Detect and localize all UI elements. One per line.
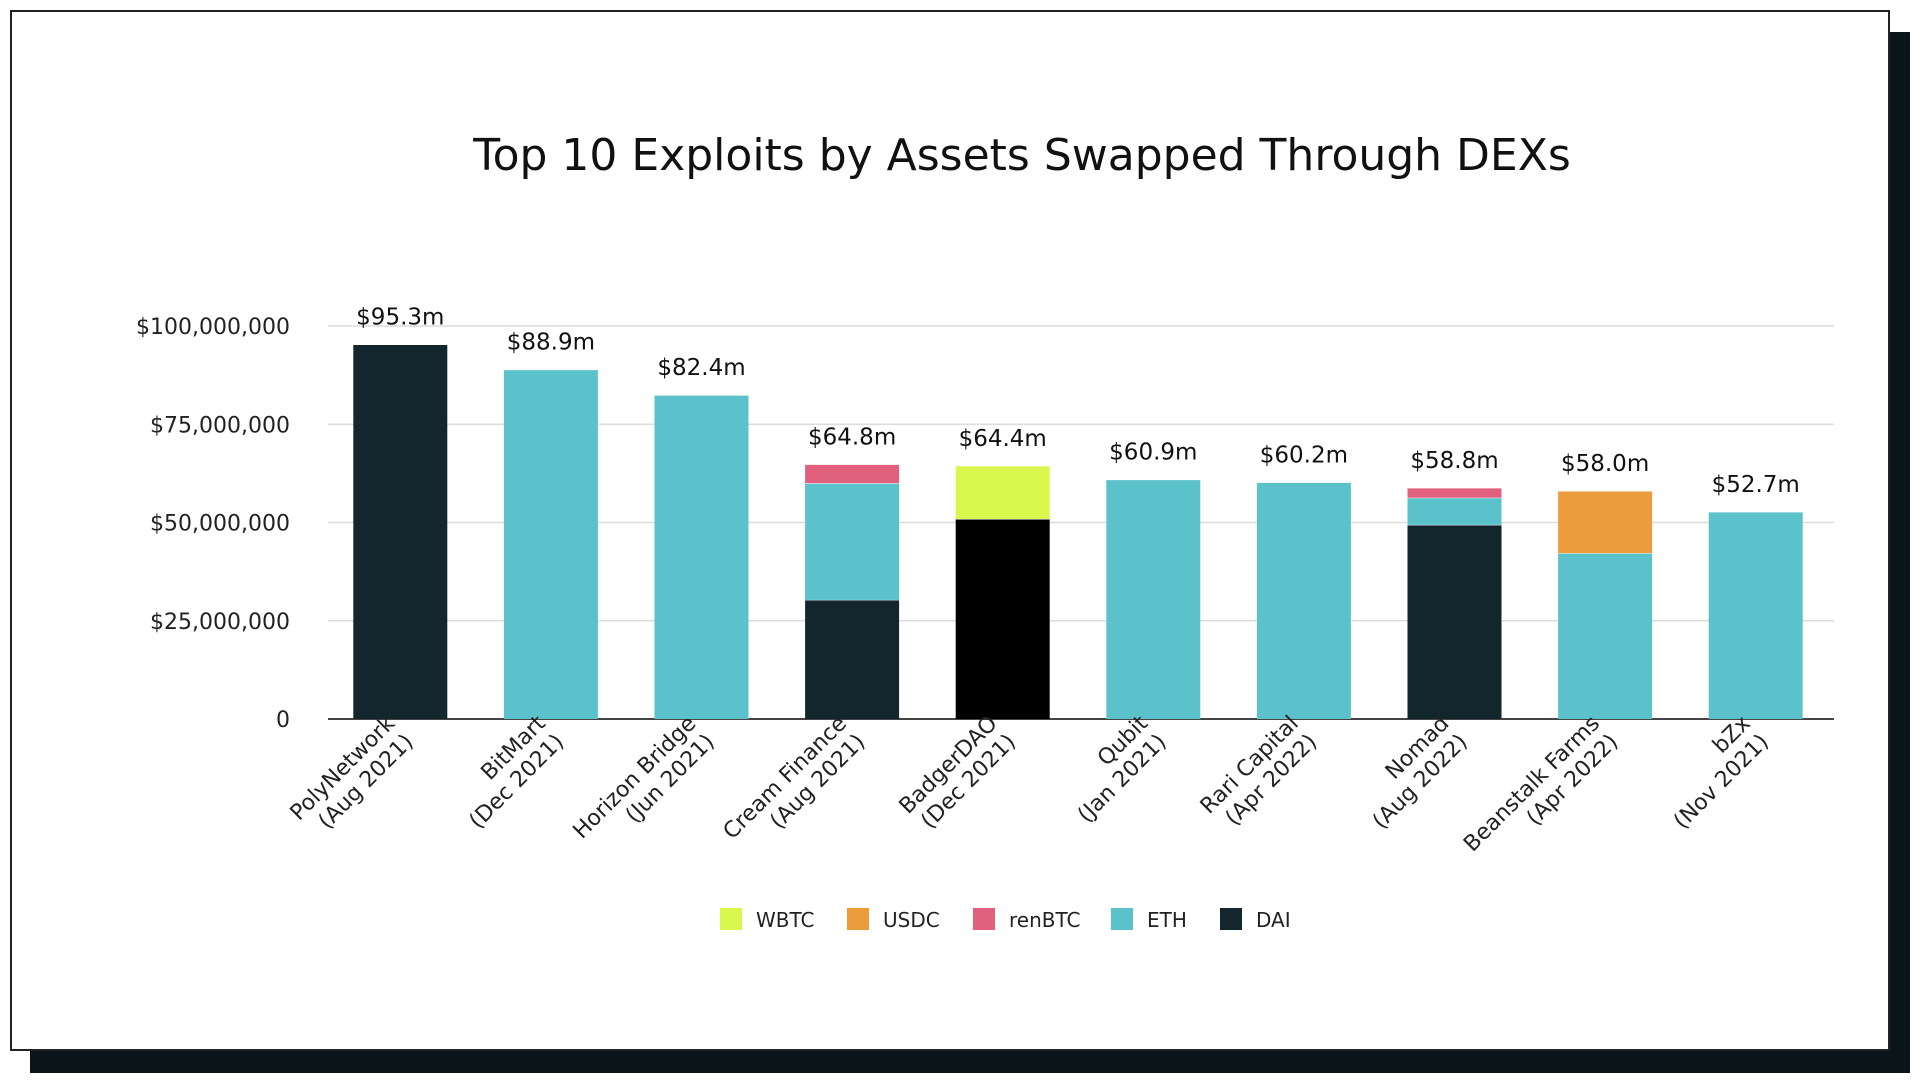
legend-swatch: [1111, 908, 1133, 930]
y-tick-label: $50,000,000: [150, 512, 290, 537]
x-tick-label: PolyNetwork(Aug 2021): [286, 711, 419, 834]
bar-segment-eth: [1708, 511, 1803, 719]
x-tick-label: Beanstalk Farms(Apr 2022): [1459, 711, 1623, 857]
legend-swatch: [720, 908, 742, 930]
legend-label: renBTC: [1009, 908, 1081, 932]
legend-label: WBTC: [756, 908, 815, 932]
legend-item-wbtc: WBTC: [720, 908, 815, 932]
legend-swatch: [1220, 908, 1242, 930]
chart-title: Top 10 Exploits by Assets Swapped Throug…: [472, 130, 1571, 181]
legend-swatch: [847, 908, 869, 930]
legend-item-renbtc: renBTC: [973, 908, 1081, 932]
bar-segment-eth: [654, 395, 749, 719]
legend-label: ETH: [1147, 908, 1187, 932]
bar-segment-eth: [1106, 479, 1201, 719]
total-data-label: $60.9m: [1109, 440, 1197, 466]
total-data-label: $64.4m: [959, 426, 1047, 452]
legend-swatch: [973, 908, 995, 930]
x-tick-label: BitMart(Dec 2021): [465, 711, 569, 834]
legend-label: DAI: [1256, 908, 1291, 932]
bar-segment-usdc: [1558, 491, 1653, 554]
x-tick-label: Horizon Bridge(Jun 2021): [569, 711, 720, 844]
x-tick-label: Nomad(Aug 2022): [1368, 711, 1473, 834]
bar-segment-eth: [1558, 553, 1653, 719]
y-tick-label: $75,000,000: [150, 413, 290, 438]
bar-segment-eth: [805, 483, 900, 600]
total-data-label: $64.8m: [808, 424, 896, 450]
total-data-label: $82.4m: [657, 355, 745, 381]
legend-item-dai: DAI: [1220, 908, 1291, 932]
legend-item-usdc: USDC: [847, 908, 940, 932]
bar-segment-renbtc: [1407, 487, 1502, 498]
total-data-label: $60.2m: [1260, 442, 1348, 468]
x-tick-label: BadgerDAO(Dec 2021): [895, 711, 1021, 834]
bar-segment-eth: [503, 369, 598, 719]
bar-segment-dai: [955, 518, 1050, 719]
bar-segment-dai: [353, 344, 448, 719]
bar-segment-wbtc: [955, 465, 1050, 519]
total-data-label: $95.3m: [356, 304, 444, 330]
total-data-label: $58.8m: [1410, 448, 1498, 474]
bar-segment-eth: [1407, 497, 1502, 525]
total-data-label: $88.9m: [507, 330, 595, 356]
legend-item-eth: ETH: [1111, 908, 1187, 932]
bar-segment-renbtc: [805, 464, 900, 484]
y-tick-label: $100,000,000: [136, 315, 290, 340]
y-tick-label: $25,000,000: [150, 610, 290, 635]
x-tick-label: bZx(Nov 2021): [1669, 711, 1774, 834]
bar-segment-dai: [805, 599, 900, 719]
y-tick-label: 0: [276, 708, 290, 733]
legend-label: USDC: [883, 908, 940, 932]
total-data-label: $52.7m: [1712, 472, 1800, 498]
x-tick-label: Rari Capital(Apr 2022): [1196, 711, 1322, 831]
x-tick-label: Cream Finance(Aug 2021): [719, 711, 871, 844]
x-tick-label: Qubit(Jan 2021): [1073, 711, 1171, 828]
total-data-label: $58.0m: [1561, 451, 1649, 477]
bar-segment-dai: [1407, 524, 1502, 719]
bar-segment-eth: [1256, 482, 1351, 719]
